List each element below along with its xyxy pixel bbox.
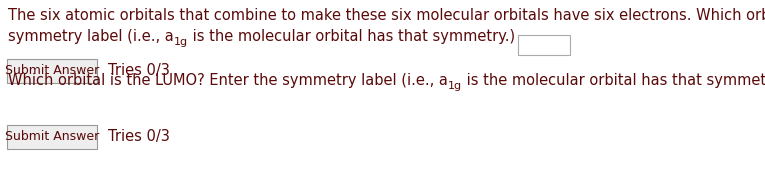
Text: Tries 0/3: Tries 0/3 [108,64,170,78]
FancyBboxPatch shape [7,59,97,83]
Text: Which orbital is the LUMO? Enter the symmetry label (i.e., a: Which orbital is the LUMO? Enter the sym… [8,73,448,88]
Text: is the molecular orbital has that symmetry.): is the molecular orbital has that symmet… [462,73,765,88]
Text: 1g: 1g [174,37,188,47]
Text: The six atomic orbitals that combine to make these six molecular orbitals have s: The six atomic orbitals that combine to … [8,8,765,23]
Text: symmetry label (i.e., a: symmetry label (i.e., a [8,29,174,44]
FancyBboxPatch shape [518,35,570,55]
Text: is the molecular orbital has that symmetry.): is the molecular orbital has that symmet… [188,29,515,44]
Text: Submit Answer: Submit Answer [5,130,99,143]
FancyBboxPatch shape [7,125,97,149]
Text: Submit Answer: Submit Answer [5,64,99,77]
Text: Tries 0/3: Tries 0/3 [108,130,170,145]
Text: 1g: 1g [448,81,462,91]
